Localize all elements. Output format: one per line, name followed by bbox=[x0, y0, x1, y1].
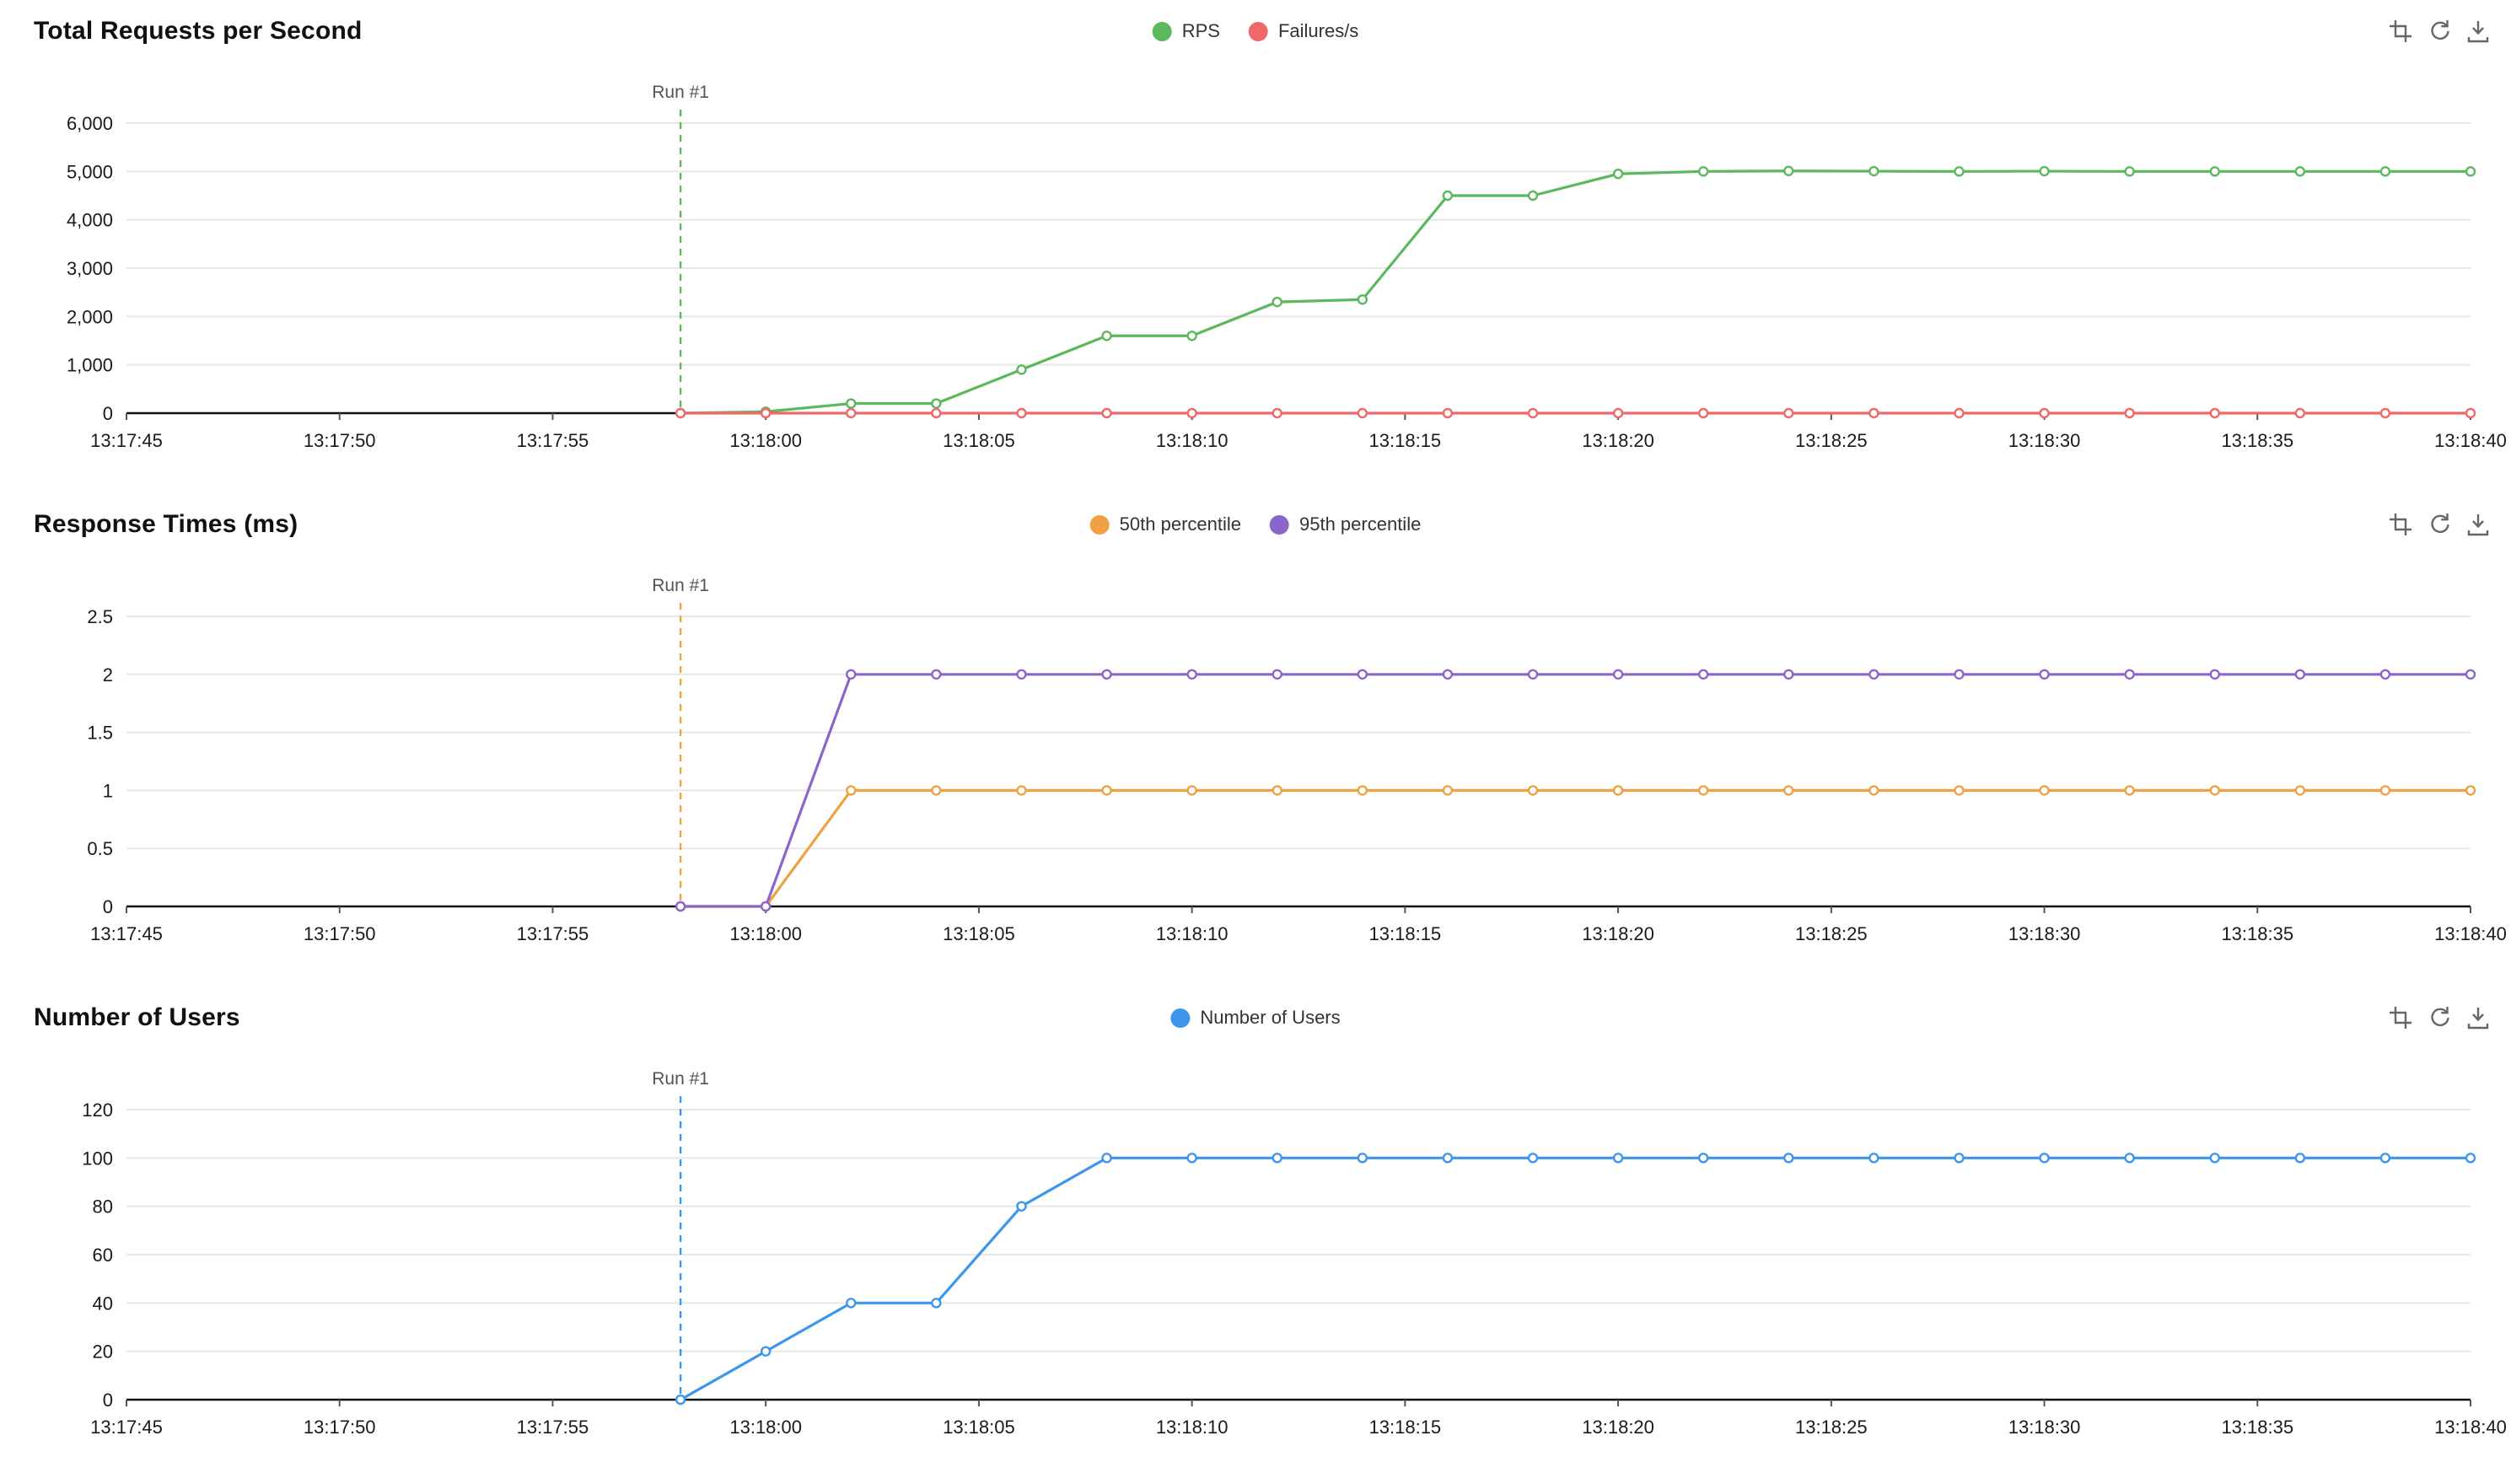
legend-label-p95: 95th percentile bbox=[1299, 513, 1422, 535]
svg-text:0: 0 bbox=[103, 896, 113, 917]
svg-text:20: 20 bbox=[93, 1342, 113, 1363]
svg-text:Run #1: Run #1 bbox=[652, 1069, 709, 1089]
legend-item-users[interactable]: Number of Users bbox=[1170, 1007, 1341, 1029]
chart-title-rps: Total Requests per Second bbox=[34, 17, 363, 45]
svg-text:60: 60 bbox=[93, 1245, 113, 1266]
svg-text:13:18:25: 13:18:25 bbox=[1795, 923, 1868, 944]
legend-marker-users bbox=[1170, 1008, 1191, 1028]
svg-text:13:18:35: 13:18:35 bbox=[2221, 1417, 2293, 1438]
restore-icon[interactable] bbox=[2427, 512, 2452, 537]
svg-text:13:18:20: 13:18:20 bbox=[1582, 430, 1654, 451]
svg-text:13:17:55: 13:17:55 bbox=[517, 923, 589, 944]
restore-icon[interactable] bbox=[2427, 19, 2452, 44]
svg-text:80: 80 bbox=[93, 1196, 113, 1218]
svg-text:13:18:20: 13:18:20 bbox=[1582, 1417, 1654, 1438]
svg-text:13:17:45: 13:17:45 bbox=[90, 430, 163, 451]
svg-text:13:17:45: 13:17:45 bbox=[90, 1417, 163, 1438]
svg-text:2,000: 2,000 bbox=[67, 306, 113, 327]
legend-marker-rps bbox=[1152, 21, 1172, 41]
svg-text:13:18:10: 13:18:10 bbox=[1156, 430, 1229, 451]
chart-toolbox-response-times bbox=[2388, 512, 2491, 537]
chart-canvas-users[interactable]: 0 20 40 60 80 100 120 13:17:45 13:17:50 13:17:55 1… bbox=[0, 1042, 2511, 1480]
svg-text:1: 1 bbox=[103, 780, 113, 801]
svg-text:13:18:05: 13:18:05 bbox=[943, 1417, 1015, 1438]
data-zoom-icon[interactable] bbox=[2388, 19, 2413, 44]
svg-text:5,000: 5,000 bbox=[67, 161, 113, 182]
legend-label-p50: 50th percentile bbox=[1119, 513, 1241, 535]
data-zoom-icon[interactable] bbox=[2388, 512, 2413, 537]
svg-text:13:18:00: 13:18:00 bbox=[729, 430, 802, 451]
svg-text:1,000: 1,000 bbox=[67, 355, 113, 376]
chart-panel-response-times: Response Times (ms) 50th percentile 95th… bbox=[0, 493, 2511, 987]
svg-text:13:18:05: 13:18:05 bbox=[943, 923, 1015, 944]
svg-text:1.5: 1.5 bbox=[87, 723, 113, 744]
chart-title-users: Number of Users bbox=[34, 1003, 240, 1031]
svg-text:4,000: 4,000 bbox=[67, 210, 113, 231]
chart-panel-users: Number of Users Number of Users 0 20 40 60 8… bbox=[0, 987, 2511, 1480]
legend-marker-failures bbox=[1248, 21, 1268, 41]
svg-text:Run #1: Run #1 bbox=[652, 83, 709, 102]
legend-item-p50[interactable]: 50th percentile bbox=[1089, 513, 1241, 535]
legend-marker-p95 bbox=[1270, 514, 1289, 535]
svg-text:13:18:20: 13:18:20 bbox=[1582, 923, 1654, 944]
svg-text:13:18:10: 13:18:10 bbox=[1156, 1417, 1229, 1438]
svg-text:13:18:10: 13:18:10 bbox=[1156, 923, 1229, 944]
svg-text:120: 120 bbox=[82, 1100, 113, 1121]
chart-panel-total-rps: Total Requests per Second RPS Failures/s… bbox=[0, 0, 2511, 493]
svg-text:13:18:30: 13:18:30 bbox=[2008, 430, 2081, 451]
svg-text:13:17:55: 13:17:55 bbox=[517, 1417, 589, 1438]
svg-text:13:18:40: 13:18:40 bbox=[2434, 430, 2507, 451]
legend-response-times: 50th percentile 95th percentile bbox=[1089, 513, 1421, 535]
data-zoom-icon[interactable] bbox=[2388, 1005, 2413, 1030]
svg-text:13:18:40: 13:18:40 bbox=[2434, 1417, 2507, 1438]
svg-text:13:17:50: 13:17:50 bbox=[304, 430, 376, 451]
svg-text:2.5: 2.5 bbox=[87, 606, 113, 627]
chart-toolbox-rps bbox=[2388, 19, 2491, 44]
download-icon[interactable] bbox=[2465, 1005, 2491, 1030]
download-icon[interactable] bbox=[2465, 512, 2491, 537]
svg-text:13:17:50: 13:17:50 bbox=[304, 1417, 376, 1438]
svg-text:13:18:25: 13:18:25 bbox=[1795, 1417, 1868, 1438]
legend-item-failures[interactable]: Failures/s bbox=[1248, 20, 1359, 42]
svg-text:13:18:35: 13:18:35 bbox=[2221, 430, 2293, 451]
svg-text:13:18:40: 13:18:40 bbox=[2434, 923, 2507, 944]
svg-text:13:18:15: 13:18:15 bbox=[1369, 1417, 1442, 1438]
chart-title-response-times: Response Times (ms) bbox=[34, 510, 298, 538]
svg-text:3,000: 3,000 bbox=[67, 258, 113, 279]
legend-marker-p50 bbox=[1089, 514, 1110, 535]
chart-toolbox-users bbox=[2388, 1005, 2491, 1030]
download-icon[interactable] bbox=[2465, 19, 2491, 44]
svg-text:40: 40 bbox=[93, 1293, 113, 1314]
svg-text:0: 0 bbox=[103, 403, 113, 424]
svg-text:100: 100 bbox=[82, 1148, 113, 1169]
svg-text:13:18:35: 13:18:35 bbox=[2221, 923, 2293, 944]
legend-rps: RPS Failures/s bbox=[1152, 20, 1359, 42]
svg-text:0.5: 0.5 bbox=[87, 838, 113, 859]
svg-text:13:18:30: 13:18:30 bbox=[2008, 923, 2081, 944]
svg-text:6,000: 6,000 bbox=[67, 113, 113, 134]
svg-text:13:18:30: 13:18:30 bbox=[2008, 1417, 2081, 1438]
svg-text:13:18:00: 13:18:00 bbox=[729, 1417, 802, 1438]
svg-text:13:18:05: 13:18:05 bbox=[943, 430, 1015, 451]
legend-item-rps[interactable]: RPS bbox=[1152, 20, 1220, 42]
svg-text:13:18:25: 13:18:25 bbox=[1795, 430, 1868, 451]
svg-text:2: 2 bbox=[103, 664, 113, 686]
chart-canvas-rps[interactable]: 0 1,000 2,000 3,000 4,000 5,000 6,000 13:17:45 1… bbox=[0, 56, 2511, 493]
svg-text:13:18:15: 13:18:15 bbox=[1369, 923, 1442, 944]
svg-text:13:17:55: 13:17:55 bbox=[517, 430, 589, 451]
legend-label-failures: Failures/s bbox=[1277, 20, 1359, 41]
restore-icon[interactable] bbox=[2427, 1005, 2452, 1030]
svg-text:13:17:45: 13:17:45 bbox=[90, 923, 163, 944]
svg-text:0: 0 bbox=[103, 1390, 113, 1411]
svg-text:13:17:50: 13:17:50 bbox=[304, 923, 376, 944]
svg-text:13:18:15: 13:18:15 bbox=[1369, 430, 1442, 451]
chart-canvas-response-times[interactable]: 0 0.5 1 1.5 2 2.5 13:17:45 13:17:50 13:17:55 13:1… bbox=[0, 549, 2511, 987]
legend-label-rps: RPS bbox=[1181, 20, 1220, 41]
svg-text:Run #1: Run #1 bbox=[652, 576, 709, 595]
svg-text:13:18:00: 13:18:00 bbox=[729, 923, 802, 944]
legend-item-p95[interactable]: 95th percentile bbox=[1270, 513, 1421, 535]
legend-users: Number of Users bbox=[1170, 1007, 1341, 1029]
legend-label-users: Number of Users bbox=[1200, 1007, 1341, 1028]
